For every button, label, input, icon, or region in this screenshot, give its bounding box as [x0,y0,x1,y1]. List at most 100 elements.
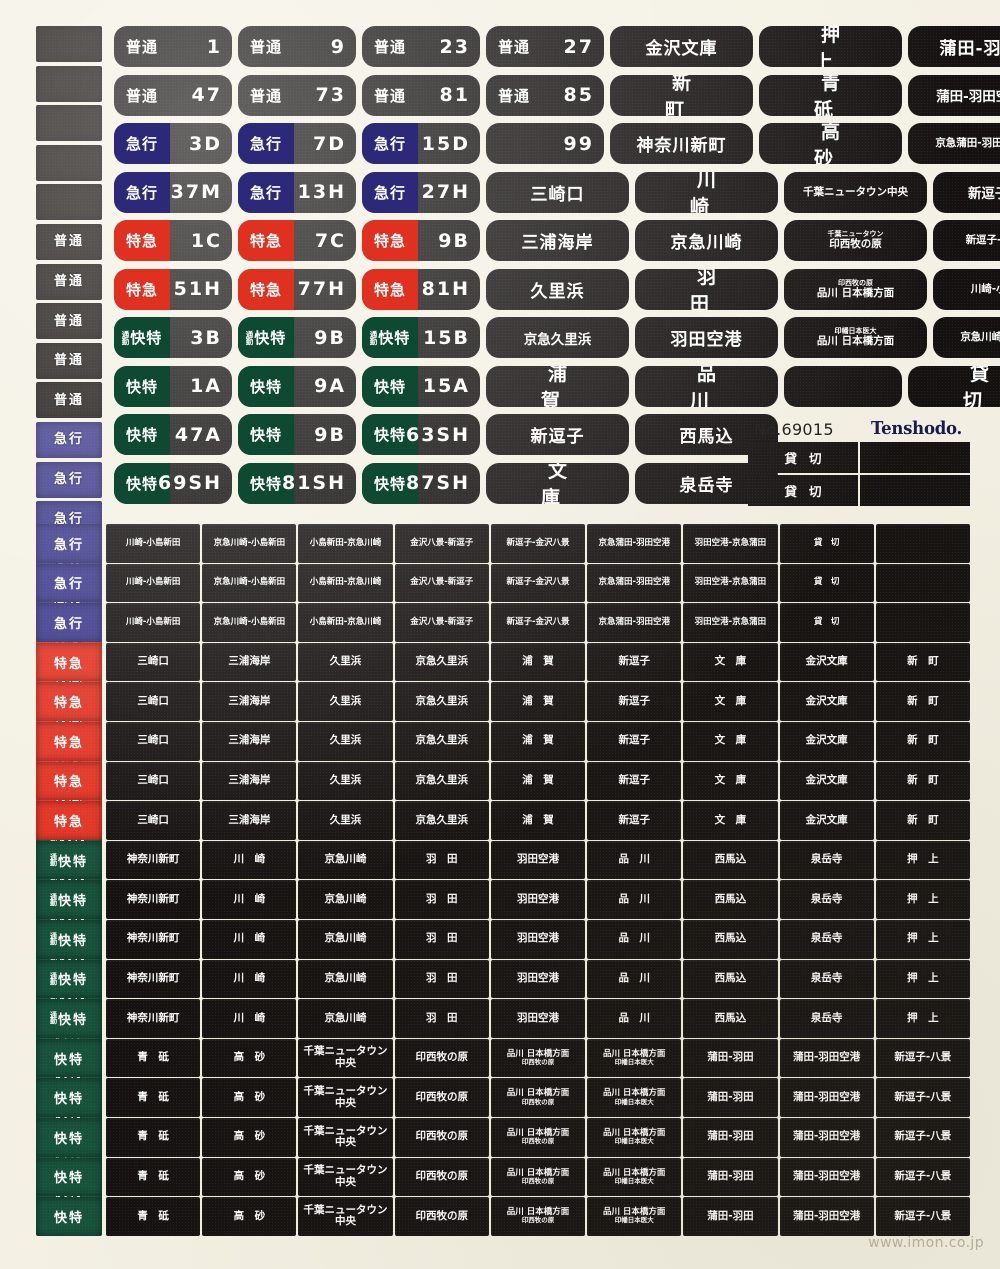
table-cell-blank [875,524,970,563]
table-cells: 神奈川新町川 崎京急川崎羽 田羽田空港品 川西馬込 泉岳寺押 上 [106,840,970,880]
table-cell: 京急川崎 [298,959,393,999]
table-cell: 金沢文庫 [779,761,874,801]
category-chip-label: 普通 [53,234,84,250]
pill-category-label: 急行 [238,171,294,213]
table-cell: 金沢八景-新逗子 [394,603,489,642]
pill-background [759,74,902,116]
table-row-category: 急行 [36,603,102,642]
table-cell: 羽田空港 [490,959,586,999]
pill-train-number: 85 [563,84,594,106]
blank-cell [860,442,970,473]
rollsign-pill-destination: 印幡日本医大 品川 日本橋方面 [784,317,927,358]
table-cells: 三崎口 三浦海岸 久里浜 京急久里浜浦 賀新逗子文 庫金沢文庫新 町 [106,801,970,840]
table-cell: 三崎口 [106,682,201,721]
table-row: 急行 川崎-小島新田 京急川崎-小島新田 小島新田-京急川崎 金沢八景-新逗子 新逗子-金… [36,603,970,642]
rollsign-pill-numbered: 普通 47 [114,74,232,116]
pill-background [610,123,753,164]
table-cell: 千葉ニュータウン中央 [298,1117,393,1157]
table-cell: 新逗子-八景 [875,1117,970,1157]
table-cell-main: 品川 日本橋方面 [602,1127,666,1138]
pill-background [635,365,778,407]
rollsign-pill-destination: 蒲田-羽田空港 [908,74,1000,116]
rollsign-pill-destination: 京急川崎 [635,220,778,261]
table-cells: 川崎-小島新田 京急川崎-小島新田 小島新田-京急川崎 金沢八景-新逗子 新逗子-金沢八… [106,524,970,563]
table-cell: 小島新田-京急川崎 [298,603,393,642]
pill-category-label: 快特 [238,414,294,455]
pill-category-label: 普通 [125,86,158,105]
rollsign-pill-numbered: 快特 1A [114,365,232,407]
category-chip-label: 急行 [53,472,84,488]
table-cell: 印西牧の原 [394,1117,489,1157]
table-cell: 蒲田-羽田空港 [779,1078,874,1117]
table-cell-main: 品川 日本橋方面 [602,1167,666,1178]
category-chip: 普通 [36,342,102,379]
table-cell: 久里浜 [298,682,393,721]
table-cell: 京急川崎 [298,919,393,959]
table-cell: 川崎-小島新田 [106,524,201,563]
rollsign-pill-destination: 印西牧の原 品川 日本橋方面 [784,268,927,310]
pill-category-label: 普通 [497,86,530,105]
rollsign-pill-numbered: 快特 47A [114,414,232,455]
table-cell: 京急川崎 [298,880,393,919]
category-chip: 普通 [36,303,102,340]
pill-destination: 泉岳寺 [679,475,734,496]
table-cell-sub: 印西牧の原 [521,1216,555,1225]
table-row: 急行 川崎-小島新田 京急川崎-小島新田 小島新田-京急川崎 金沢八景-新逗子 新逗子-金… [36,524,970,563]
pill-destination: 京急川崎 [670,233,743,253]
pill-category-label: 普通 [249,38,282,56]
pill-background [238,74,356,116]
table-row-category: 特急 [36,682,102,721]
table-row: 快特青 砥高 砂千葉ニュータウン中央 印西牧の原 品川 日本橋方面 印西牧の原 品川 日… [36,1157,970,1197]
table-cell: 久里浜 [298,761,393,801]
pill-destination: 高 砂 [813,123,902,164]
table-cells: 川崎-小島新田 京急川崎-小島新田 小島新田-京急川崎 金沢八景-新逗子 新逗子-金沢八… [106,603,970,642]
pill-destination: 京急久里浜 [523,331,592,348]
chartered-cell: 貸切 [748,475,858,506]
table-cell: 蒲田-羽田空港 [779,1157,874,1197]
rollsign-pill-blank [784,365,902,407]
pill-background [635,171,778,213]
table-cell: 川 崎 [202,919,297,959]
table-cell: 品川 日本橋方面 印西牧の原 [490,1117,586,1157]
pill-train-number: 15D [421,132,470,155]
rollsign-pill-numbered: 急行 3D [114,123,232,164]
pill-background [933,220,1000,261]
pill-train-number: 81H [421,278,470,300]
pill-background [238,26,356,67]
table-cell: 川崎-小島新田 [106,603,201,642]
table-cell: 新逗子 [587,721,682,761]
pill-background [486,365,629,407]
table-cell: 蒲田-羽田 [683,1078,778,1117]
pill-background [908,74,1000,116]
pill-train-number: 15A [422,375,470,397]
rollsign-pill-destination: 千葉ニュータウン 印西牧の原 [784,220,927,261]
table-cell: 川崎-小島新田 [106,563,201,603]
pill-train-number: 47A [174,423,222,446]
table-cell: 新逗子 [587,682,682,721]
rollsign-pill-numbered: 普通 27 [486,26,604,67]
table-cell-sub: 印幡日本医大 [614,1176,654,1185]
table-cell: 新 町 [875,642,970,682]
table-cell: 新逗子-八景 [875,1078,970,1117]
table-row: 特急 三崎口 三浦海岸 久里浜 京急久里浜浦 賀新逗子文 庫金沢文庫新 町 [36,642,970,682]
table-cell-main: 品川 日本橋方面 [602,1048,666,1059]
table-cell: 押 上 [875,999,970,1038]
table-cell-main: 品川 日本橋方面 [602,1088,666,1099]
table-cell-sub: 印西牧の原 [521,1097,555,1106]
pill-train-number: 37M [170,181,222,203]
pill-destination: 品 川 [689,365,778,407]
pill-train-number: 77H [297,278,346,300]
rollsign-pill-destination: 押 上 [759,26,902,67]
pill-category-label: 急行 [362,123,418,164]
pill-category-label: 快特 [114,414,170,455]
pill-background [933,171,1000,213]
table-row-category: 特急 [36,801,102,840]
category-chip: 急行 [36,421,102,458]
table-cell: 三浦海岸 [202,642,297,682]
table-cell: 京急川崎-小島新田 [202,524,297,563]
pill-category-label: 急行 [362,171,418,213]
table-cell: 千葉ニュータウン中央 [298,1078,393,1117]
table-cell: 蒲田-羽田 [683,1157,778,1197]
rollsign-pill-destination: 新 町 [610,74,753,116]
